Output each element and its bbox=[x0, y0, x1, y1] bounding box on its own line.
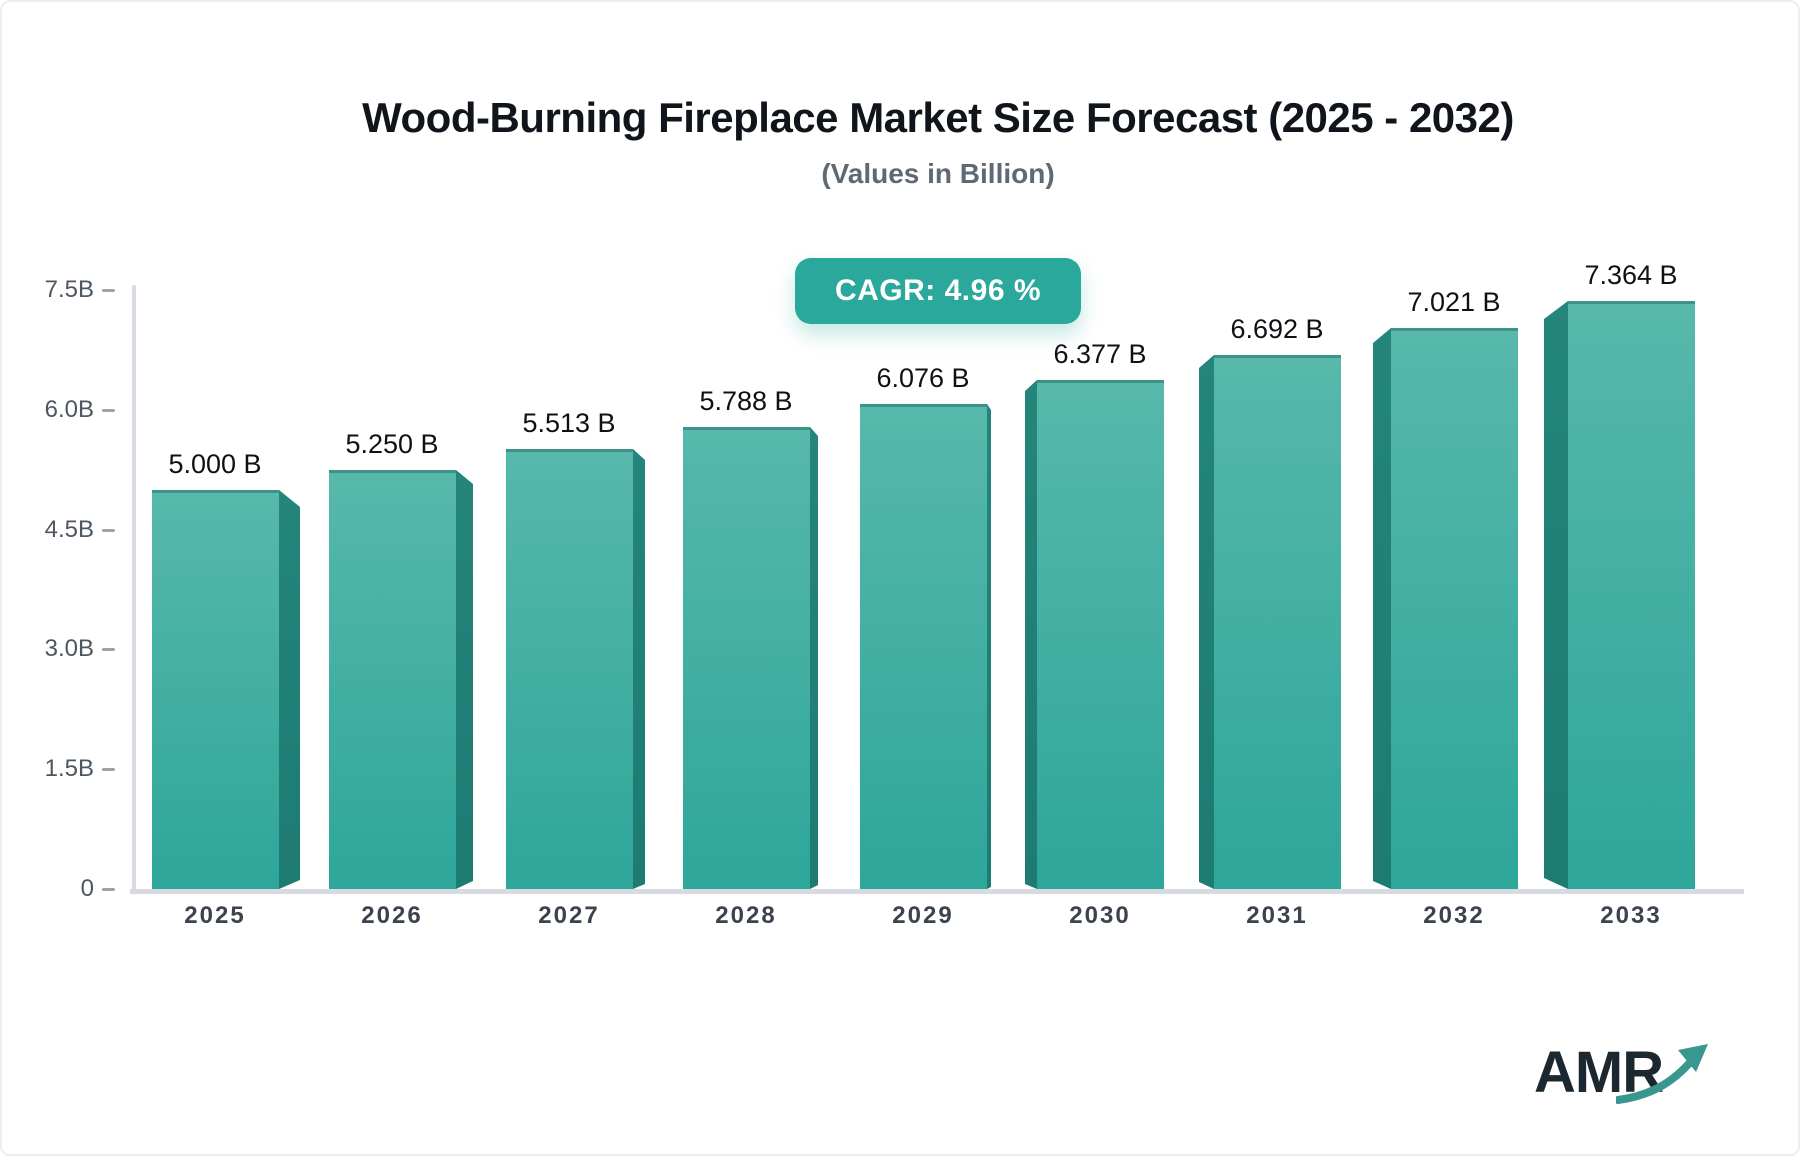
bar-value-label-2026: 5.250 B bbox=[345, 429, 439, 459]
bar-value-label-2025: 5.000 B bbox=[168, 449, 262, 479]
bar-value-label-2033: 7.364 B bbox=[1584, 260, 1678, 290]
bar-side-2031 bbox=[1199, 355, 1214, 889]
x-tick-label-2033: 2033 bbox=[1600, 902, 1662, 929]
y-axis-line bbox=[132, 285, 136, 894]
bar-value-label-2030: 6.377 B bbox=[1053, 339, 1147, 369]
y-tick-label-0: 0 bbox=[80, 875, 94, 902]
chart-header: Wood-Burning Fireplace Market Size Forec… bbox=[74, 94, 1800, 190]
chart-title: Wood-Burning Fireplace Market Size Forec… bbox=[362, 94, 1514, 141]
bar-side-2028 bbox=[810, 427, 818, 889]
y-tick-dash-0 bbox=[102, 888, 115, 891]
amr-logo: AMR bbox=[1534, 1038, 1724, 1114]
bar-2028 bbox=[683, 427, 810, 889]
y-tick-label-7.5B: 7.5B bbox=[44, 275, 94, 303]
bar-side-2025 bbox=[279, 490, 300, 889]
y-tick-label-1.5B: 1.5B bbox=[44, 755, 94, 783]
y-tick-label-4.5B: 4.5B bbox=[44, 515, 94, 543]
bar-2025 bbox=[152, 490, 279, 889]
cagr-badge-row: CAGR: 4.96 % bbox=[74, 258, 1800, 324]
bar-side-2026 bbox=[456, 470, 473, 889]
x-tick-label-2029: 2029 bbox=[892, 902, 954, 929]
chart-subtitle: (Values in Billion) bbox=[821, 158, 1055, 189]
bar-2032 bbox=[1391, 328, 1518, 889]
bar-side-2029 bbox=[987, 404, 991, 889]
bar-2029 bbox=[860, 404, 987, 889]
y-tick-label-6.0B: 6.0B bbox=[44, 395, 94, 423]
x-tick-label-2032: 2032 bbox=[1423, 902, 1485, 929]
bar-value-label-2029: 6.076 B bbox=[876, 363, 970, 393]
bar-value-label-2028: 5.788 B bbox=[699, 386, 793, 416]
y-tick-dash-3.0B bbox=[102, 648, 115, 652]
cagr-badge: CAGR: 4.96 % bbox=[794, 258, 1082, 324]
bar-2026 bbox=[329, 470, 456, 889]
x-tick-label-2025: 2025 bbox=[184, 902, 246, 929]
x-axis-baseline bbox=[130, 889, 1744, 894]
bar-side-2027 bbox=[633, 449, 645, 889]
y-tick-dash-1.5B bbox=[102, 768, 115, 772]
bar-side-2030 bbox=[1025, 380, 1037, 889]
x-tick-label-2026: 2026 bbox=[361, 902, 423, 929]
bar-2030 bbox=[1037, 380, 1164, 889]
y-tick-label-3.0B: 3.0B bbox=[44, 635, 94, 663]
amr-logo-arrow-icon bbox=[1616, 1044, 1708, 1104]
x-tick-label-2028: 2028 bbox=[715, 902, 777, 929]
bar-value-label-2031: 6.692 B bbox=[1230, 314, 1324, 344]
x-tick-label-2031: 2031 bbox=[1246, 902, 1308, 929]
y-tick-dash-7.5B bbox=[102, 288, 115, 292]
x-tick-label-2027: 2027 bbox=[538, 902, 600, 929]
bar-2031 bbox=[1214, 355, 1341, 889]
y-tick-dash-6.0B bbox=[102, 408, 115, 412]
bar-2027 bbox=[506, 449, 633, 889]
bar-2033 bbox=[1568, 301, 1695, 889]
y-tick-dash-4.5B bbox=[102, 528, 115, 532]
bar-value-label-2032: 7.021 B bbox=[1407, 287, 1501, 317]
bar-side-2032 bbox=[1373, 328, 1391, 889]
bar-side-2033 bbox=[1544, 301, 1568, 889]
x-tick-label-2030: 2030 bbox=[1069, 902, 1131, 929]
bar-value-label-2027: 5.513 B bbox=[522, 408, 616, 438]
